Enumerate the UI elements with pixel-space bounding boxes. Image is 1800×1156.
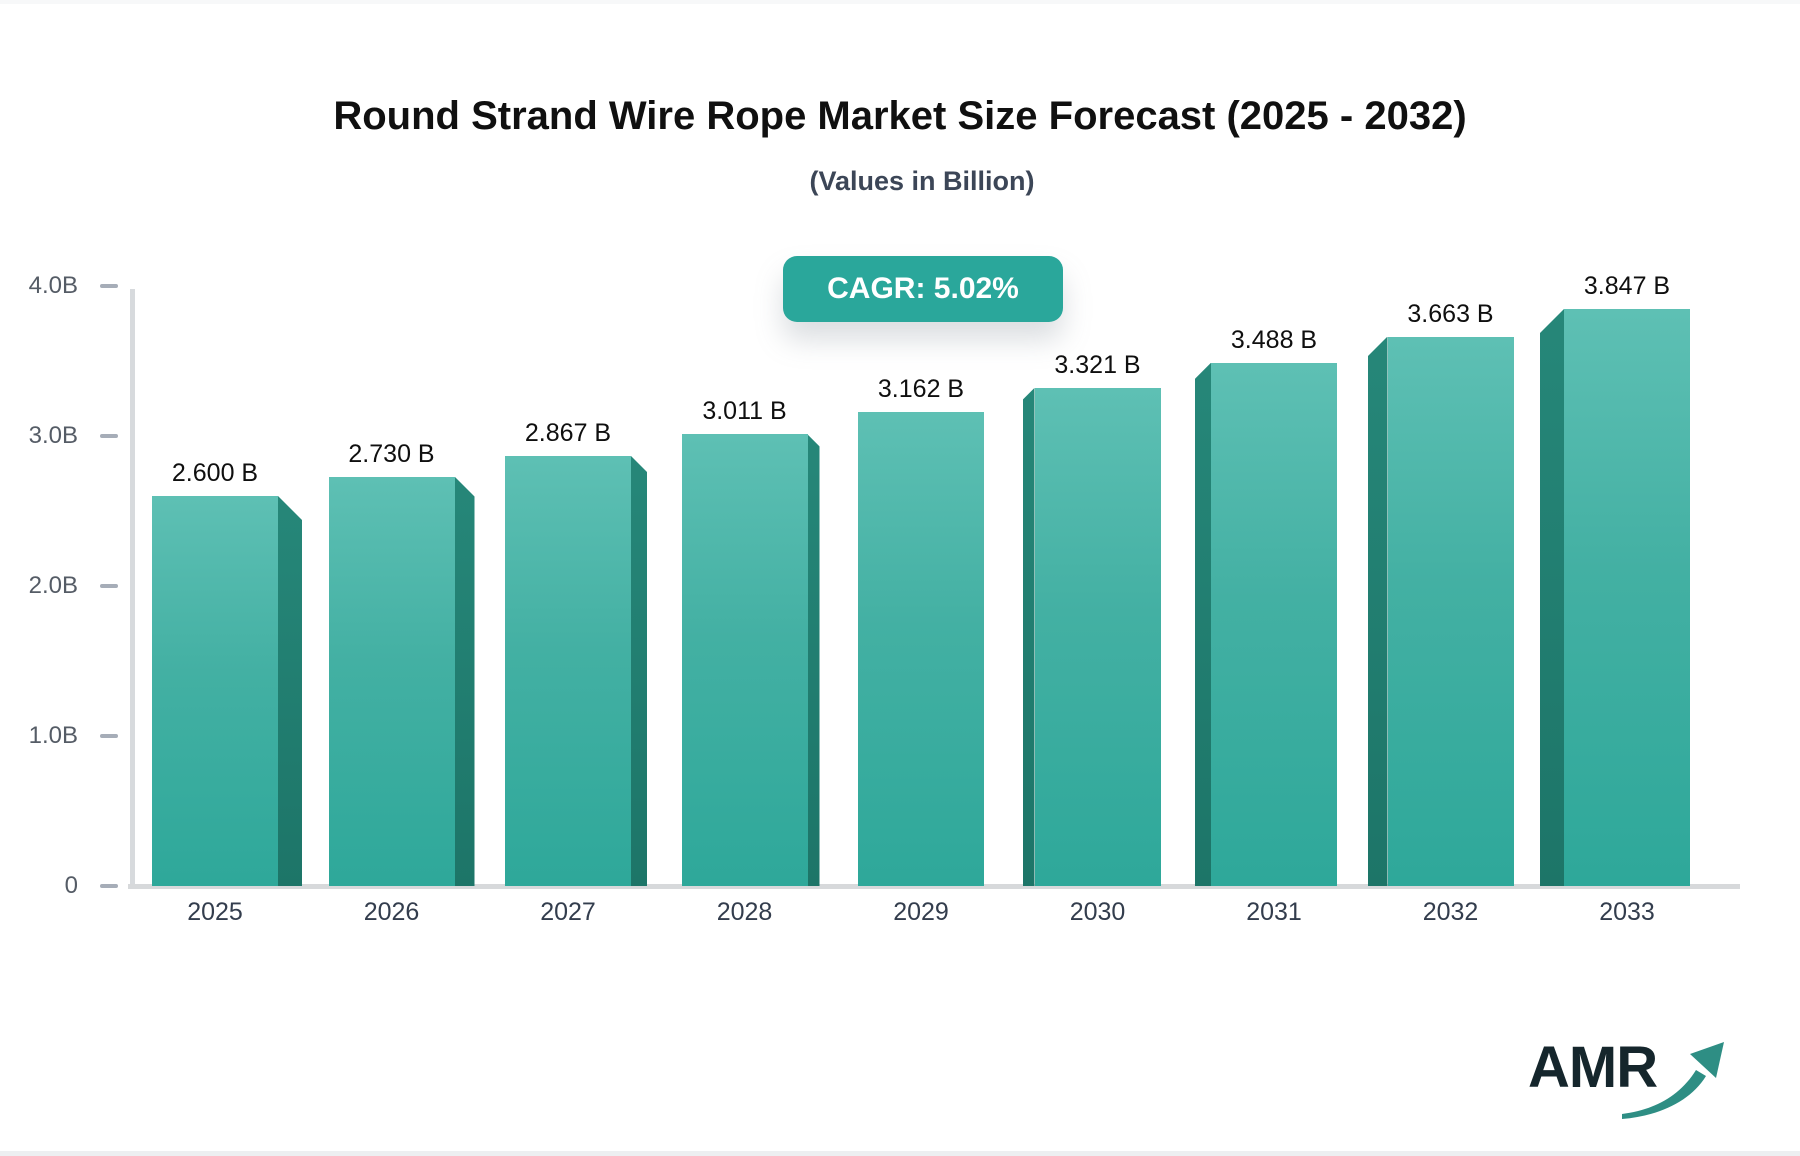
- bar-side-panel: [631, 455, 647, 886]
- amr-logo: AMR: [1528, 1030, 1724, 1120]
- bar: [1564, 308, 1690, 886]
- y-axis-tick: [100, 884, 118, 888]
- bar-value-label: 2.730 B: [348, 439, 435, 468]
- bar-side-panel: [807, 434, 820, 886]
- bar-value-label: 3.488 B: [1230, 325, 1318, 354]
- bar-value-label: 3.663 B: [1407, 299, 1494, 328]
- top-border: [0, 0, 1800, 4]
- growth-arrow-icon: [1622, 1042, 1724, 1119]
- x-axis-label: 2030: [1069, 898, 1126, 926]
- y-axis-line: [130, 289, 135, 886]
- bar: [1387, 336, 1514, 886]
- y-axis-tick: [100, 584, 118, 588]
- bar-side-panel: [1195, 362, 1211, 886]
- bar-value-label: 3.847 B: [1583, 271, 1671, 300]
- bar: [858, 411, 984, 886]
- x-axis-label: 2028: [716, 898, 773, 926]
- bar-value-label: 3.011 B: [702, 397, 787, 426]
- bar-side-panel: [1540, 308, 1564, 886]
- bar-side-panel: [454, 476, 475, 886]
- x-axis-label: 2033: [1599, 898, 1655, 926]
- x-axis-label: 2031: [1246, 898, 1302, 926]
- amr-logo-text: AMR: [1528, 1035, 1658, 1100]
- y-axis-tick: [100, 284, 118, 288]
- y-axis-tick: [100, 434, 118, 438]
- bar: [681, 434, 808, 886]
- bar: [152, 496, 278, 886]
- bar: [1211, 362, 1337, 886]
- bar: [328, 476, 455, 886]
- x-axis-line: [128, 884, 1740, 889]
- cagr-badge: CAGR: 5.02%: [783, 256, 1063, 322]
- bar-value-label: 3.321 B: [1054, 350, 1141, 379]
- bar-side-panel: [278, 496, 302, 886]
- x-axis-label: 2029: [893, 898, 949, 926]
- bar-value-label: 3.162 B: [877, 374, 965, 403]
- chart-title: Round Strand Wire Rope Market Size Forec…: [333, 94, 1467, 138]
- x-axis-label: 2025: [187, 898, 243, 926]
- chart-subtitle: (Values in Billion): [809, 166, 1035, 196]
- bar-side-panel: [1367, 336, 1388, 886]
- y-axis-label: 0: [64, 872, 78, 899]
- y-axis-label: 4.0B: [28, 272, 78, 299]
- x-axis-label: 2026: [363, 898, 420, 926]
- bar: [505, 455, 631, 886]
- y-axis-tick: [100, 734, 118, 738]
- y-axis-label: 2.0B: [28, 572, 78, 599]
- y-axis-label: 1.0B: [28, 722, 78, 749]
- bar-value-label: 2.867 B: [524, 418, 612, 447]
- y-axis-label: 3.0B: [28, 422, 78, 449]
- bar-value-label: 2.600 B: [171, 459, 259, 487]
- bottom-border: [0, 1151, 1800, 1156]
- x-axis-label: 2032: [1422, 898, 1479, 926]
- bar: [1034, 387, 1161, 886]
- x-axis-label: 2027: [540, 898, 596, 926]
- bar-side-panel: [1022, 387, 1035, 886]
